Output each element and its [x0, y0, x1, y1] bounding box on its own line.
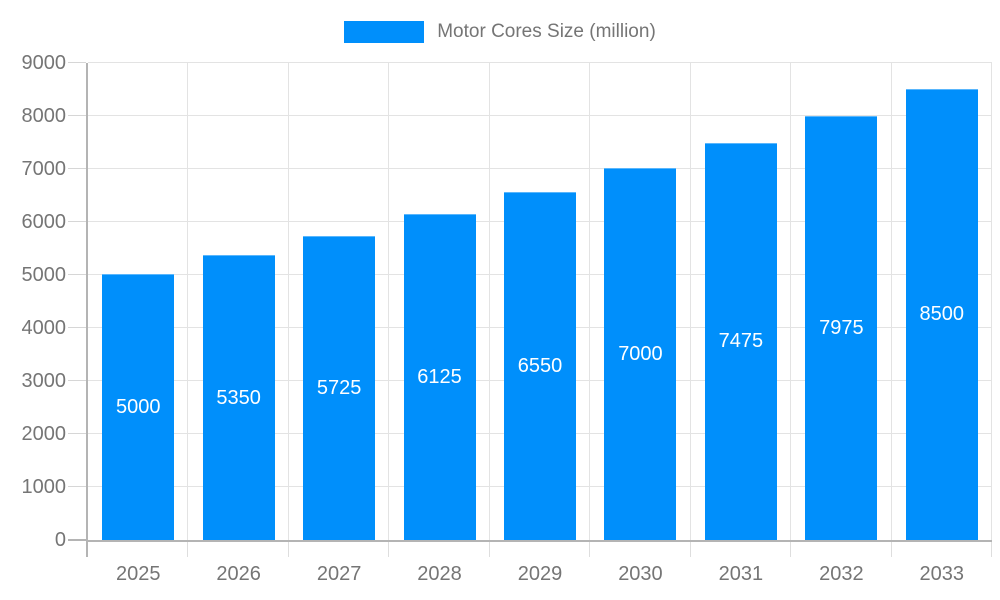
v-gridline	[288, 63, 289, 540]
v-gridline	[388, 63, 389, 540]
bar[interactable]: 5725	[303, 235, 376, 540]
x-axis-labels: 2025 2026 2027 2028 2029 2030 2031 2032 2033	[88, 561, 992, 591]
x-tick-label: 2029	[517, 563, 563, 585]
legend-swatch-icon	[344, 21, 425, 43]
y-tick-label: 1000	[21, 476, 67, 498]
bar-value-label: 7000	[618, 343, 663, 365]
legend: Motor Cores Size (million)	[0, 21, 1000, 43]
bar[interactable]: 6125	[403, 214, 476, 540]
v-gridline	[891, 63, 892, 540]
y-axis-tick	[68, 486, 86, 487]
x-tick-label: 2032	[819, 563, 864, 585]
y-tick-label: 6000	[21, 211, 67, 233]
y-axis-tick	[68, 380, 86, 381]
x-axis-tick	[489, 542, 490, 557]
v-gridline	[187, 63, 188, 540]
bar[interactable]: 8500	[905, 88, 978, 540]
plot-area: 5000 5350 5725 6125 6550 7000 7475 7975 8500	[68, 62, 992, 557]
y-tick-label: 9000	[21, 52, 67, 74]
x-tick-label: 2028	[417, 563, 462, 585]
v-gridline	[589, 63, 590, 540]
bar[interactable]: 7475	[704, 142, 777, 540]
x-tick-label: 2031	[718, 563, 764, 585]
bar-value-label: 5000	[115, 396, 161, 418]
h-gridline	[88, 62, 992, 63]
y-axis-labels: 0 1000 2000 3000 4000 5000 6000 7000 8000 9000	[0, 52, 67, 551]
bar-value-label: 6125	[417, 366, 462, 389]
y-axis-tick	[68, 168, 86, 169]
bar[interactable]: 6550	[504, 191, 576, 540]
bar-value-label: 7975	[819, 317, 864, 340]
bar[interactable]: 7975	[805, 116, 878, 540]
v-gridline	[690, 63, 691, 540]
x-axis-tick	[288, 542, 289, 557]
x-tick-label: 2026	[216, 563, 261, 585]
y-tick-label: 0	[54, 529, 66, 551]
bar[interactable]: 5350	[202, 255, 275, 540]
legend-label: Motor Cores Size (million)	[437, 21, 656, 42]
x-axis-tick	[589, 542, 590, 557]
y-axis-tick	[68, 221, 86, 222]
bar-value-label: 5350	[216, 386, 261, 409]
bar-value-label: 5725	[316, 376, 362, 399]
x-tick-label: 2027	[316, 563, 362, 585]
y-tick-label: 4000	[21, 317, 67, 339]
x-tick-label: 2025	[115, 563, 161, 585]
x-tick-label: 2030	[618, 563, 663, 585]
bar-value-label: 7475	[718, 330, 764, 353]
v-gridline	[489, 63, 490, 540]
h-gridline	[88, 115, 992, 116]
x-axis-tick	[790, 542, 791, 557]
bar[interactable]: 7000	[604, 168, 677, 540]
x-axis-tick	[187, 542, 188, 557]
y-axis-tick	[68, 115, 86, 116]
bar[interactable]: 5000	[102, 274, 175, 540]
x-axis-tick	[690, 542, 691, 557]
y-tick-label: 7000	[21, 158, 67, 180]
y-tick-label: 5000	[21, 264, 67, 286]
h-gridline	[88, 168, 992, 169]
x-tick-label: 2033	[919, 563, 965, 585]
y-axis-tick	[68, 62, 86, 63]
bar-value-label: 6550	[517, 354, 563, 377]
v-gridline	[991, 63, 992, 540]
x-axis-tick	[991, 542, 992, 557]
v-gridline	[790, 63, 791, 540]
x-axis-tick	[388, 542, 389, 557]
y-axis-tick	[68, 539, 86, 541]
y-tick-label: 2000	[21, 423, 67, 445]
y-axis-tick	[68, 433, 86, 434]
bar-value-label: 8500	[919, 303, 965, 326]
x-axis-tick	[86, 542, 88, 557]
x-axis-tick	[891, 542, 892, 557]
legend-item[interactable]: Motor Cores Size (million)	[344, 21, 656, 43]
y-axis-tick	[68, 274, 86, 275]
y-tick-label: 3000	[21, 370, 67, 392]
y-tick-label: 8000	[21, 105, 67, 127]
y-axis-tick	[68, 327, 86, 328]
